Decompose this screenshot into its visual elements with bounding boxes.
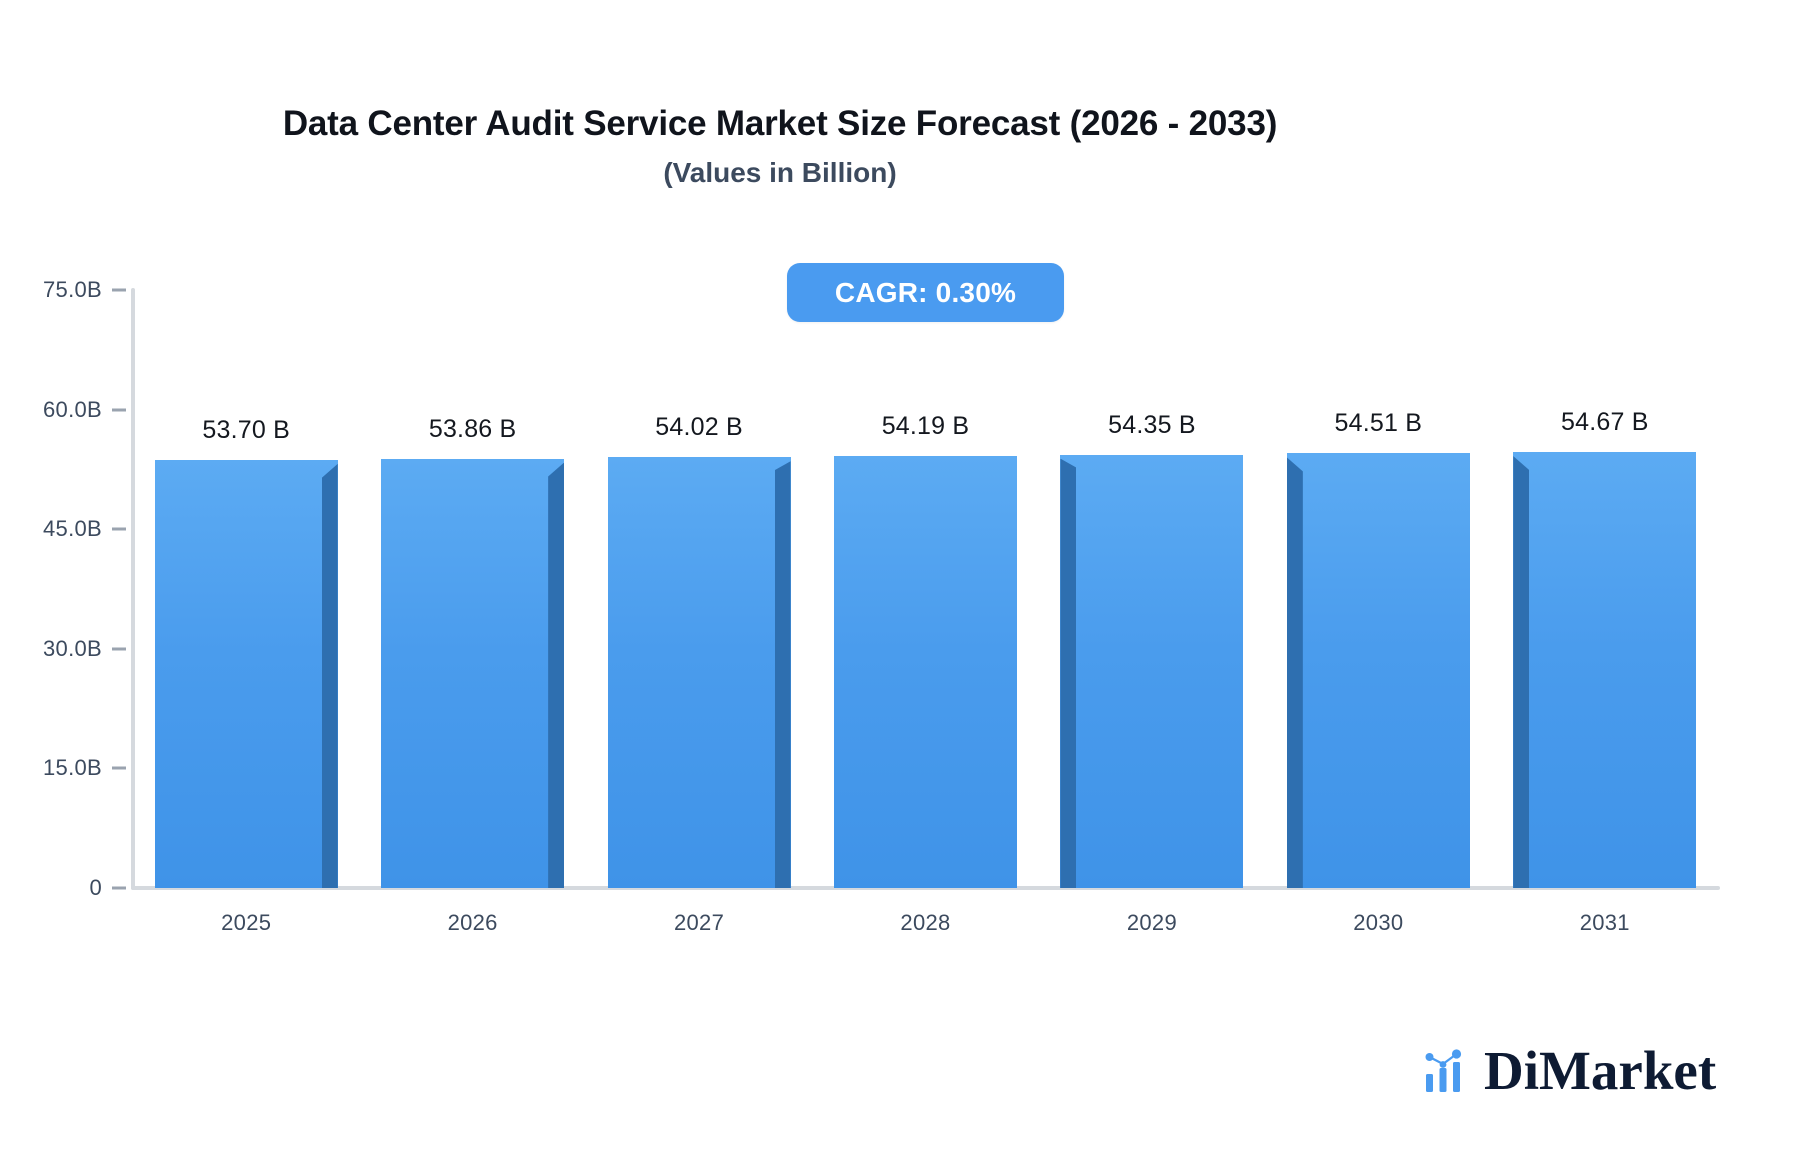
x-axis-line bbox=[131, 886, 1720, 890]
y-axis-tick-label: 30.0B bbox=[43, 635, 102, 661]
bar-side-face bbox=[1513, 456, 1530, 888]
y-axis-tick-label: 0 bbox=[89, 875, 102, 900]
bar bbox=[381, 458, 565, 888]
y-axis-tick-label: 15.0B bbox=[43, 755, 102, 781]
bar bbox=[154, 459, 338, 888]
bar-value-label: 54.51 B bbox=[1334, 409, 1423, 438]
chart-title: Data Center Audit Service Market Size Fo… bbox=[282, 104, 1278, 143]
bar-value-label: 53.86 B bbox=[428, 414, 517, 443]
cagr-badge: CAGR: 0.30% bbox=[787, 263, 1064, 322]
bar-side-face bbox=[321, 463, 338, 888]
chart-subtitle: (Values in Billion) bbox=[663, 157, 897, 189]
y-axis-tick-mark bbox=[112, 647, 126, 651]
bar bbox=[1286, 453, 1470, 888]
bar bbox=[1060, 454, 1244, 888]
y-axis-tick-mark bbox=[112, 408, 126, 412]
bar-value-label: 53.70 B bbox=[202, 415, 290, 444]
bar-side-face bbox=[548, 462, 565, 888]
bar-value-label: 54.35 B bbox=[1108, 410, 1196, 439]
bar-side-face bbox=[1286, 457, 1303, 888]
bar-chart-logo-icon bbox=[1425, 1048, 1462, 1092]
y-axis-line bbox=[131, 288, 135, 890]
y-axis-tick-label: 75.0B bbox=[43, 277, 102, 302]
x-axis-label: 2028 bbox=[900, 910, 951, 935]
x-axis-label: 2025 bbox=[221, 910, 272, 935]
brand-logo-text: DiMarket bbox=[1484, 1040, 1717, 1101]
y-axis-tick-label: 60.0B bbox=[43, 396, 102, 422]
cagr-badge-label: CAGR: 0.30% bbox=[834, 276, 1017, 308]
x-axis-label: 2030 bbox=[1353, 910, 1404, 935]
bar-side-face bbox=[1060, 458, 1077, 888]
bar-value-label: 54.67 B bbox=[1560, 408, 1649, 437]
bar bbox=[1513, 452, 1697, 888]
bar-side-face bbox=[774, 461, 791, 888]
y-axis-tick-mark bbox=[112, 527, 126, 531]
y-axis-tick-mark bbox=[112, 288, 126, 292]
x-axis-label: 2027 bbox=[673, 910, 725, 935]
y-axis-tick-label: 45.0B bbox=[43, 516, 102, 542]
x-axis-label: 2026 bbox=[447, 910, 498, 935]
bar-value-label: 54.19 B bbox=[881, 411, 970, 440]
bar-value-label: 54.02 B bbox=[655, 413, 743, 442]
title-block: Data Center Audit Service Market Size Fo… bbox=[0, 104, 1560, 189]
brand-logo: DiMarket bbox=[1424, 1043, 1716, 1098]
x-axis-label: 2031 bbox=[1579, 910, 1630, 935]
bar bbox=[607, 457, 791, 888]
y-axis-tick-mark bbox=[112, 886, 126, 890]
y-axis-tick-mark bbox=[112, 766, 126, 770]
x-axis-label: 2029 bbox=[1126, 910, 1177, 935]
bar bbox=[834, 455, 1017, 888]
